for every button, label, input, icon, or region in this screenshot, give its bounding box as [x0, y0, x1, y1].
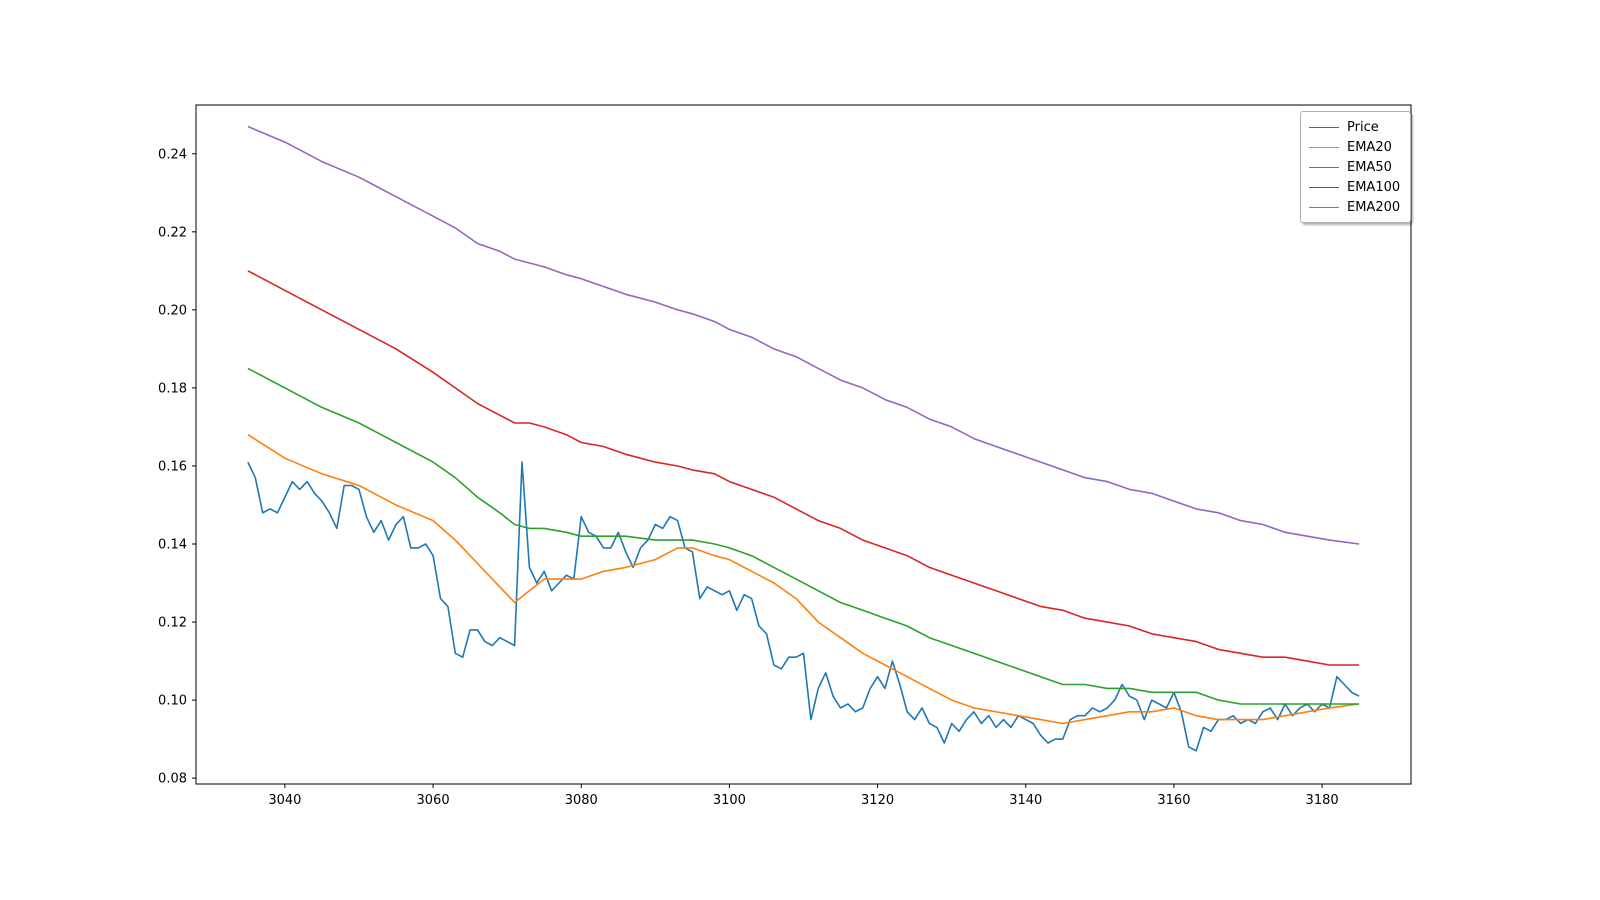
x-tick-label: 3100 — [713, 793, 746, 808]
x-tick-label: 3120 — [861, 793, 894, 808]
x-tick-label: 3040 — [268, 793, 301, 808]
y-tick-label: 0.22 — [158, 225, 187, 240]
legend-line-sample-ema100 — [1309, 186, 1339, 188]
series-line-ema100 — [247, 270, 1360, 666]
y-axis: 0.08 0.10 0.12 0.14 0.16 0.18 0.20 0.22 0.24 — [158, 147, 196, 787]
x-tick-label: 3140 — [1009, 793, 1042, 808]
legend-item-ema200: EMA200 — [1309, 197, 1400, 217]
x-tick-label: 3180 — [1306, 793, 1339, 808]
y-tick-label: 0.12 — [158, 616, 187, 631]
y-tick-label: 0.14 — [158, 538, 187, 553]
legend-item-ema100: EMA100 — [1309, 177, 1400, 197]
plot-series — [247, 125, 1360, 752]
legend-line-sample-price — [1309, 126, 1339, 128]
y-tick-label: 0.18 — [158, 381, 187, 396]
legend-label-ema50: EMA50 — [1347, 159, 1392, 175]
axes-frame — [195, 104, 1412, 785]
series-line-ema50 — [247, 367, 1360, 705]
legend-item-ema50: EMA50 — [1309, 157, 1400, 177]
legend-line-sample-ema20 — [1309, 146, 1339, 148]
legend-label-price: Price — [1347, 119, 1379, 135]
y-tick-label: 0.16 — [158, 459, 187, 474]
legend-item-price: Price — [1309, 117, 1400, 137]
legend-label-ema100: EMA100 — [1347, 179, 1401, 195]
x-tick-label: 3160 — [1157, 793, 1190, 808]
y-tick-label: 0.08 — [158, 772, 187, 787]
y-tick-label: 0.24 — [158, 147, 187, 162]
legend-label-ema200: EMA200 — [1347, 199, 1401, 215]
legend-line-sample-ema200 — [1309, 206, 1339, 208]
series-line-ema20 — [247, 434, 1360, 725]
x-axis: 3040 3060 3080 3100 3120 3140 3160 3180 — [268, 784, 1339, 808]
y-tick-label: 0.10 — [158, 694, 187, 709]
legend-item-ema20: EMA20 — [1309, 137, 1400, 157]
legend: Price EMA20 EMA50 EMA100 EMA200 — [1300, 111, 1412, 223]
legend-label-ema20: EMA20 — [1347, 139, 1392, 155]
x-tick-label: 3060 — [417, 793, 450, 808]
series-line-ema200 — [247, 125, 1360, 545]
y-tick-label: 0.20 — [158, 303, 187, 318]
x-tick-label: 3080 — [565, 793, 598, 808]
legend-line-sample-ema50 — [1309, 166, 1339, 168]
